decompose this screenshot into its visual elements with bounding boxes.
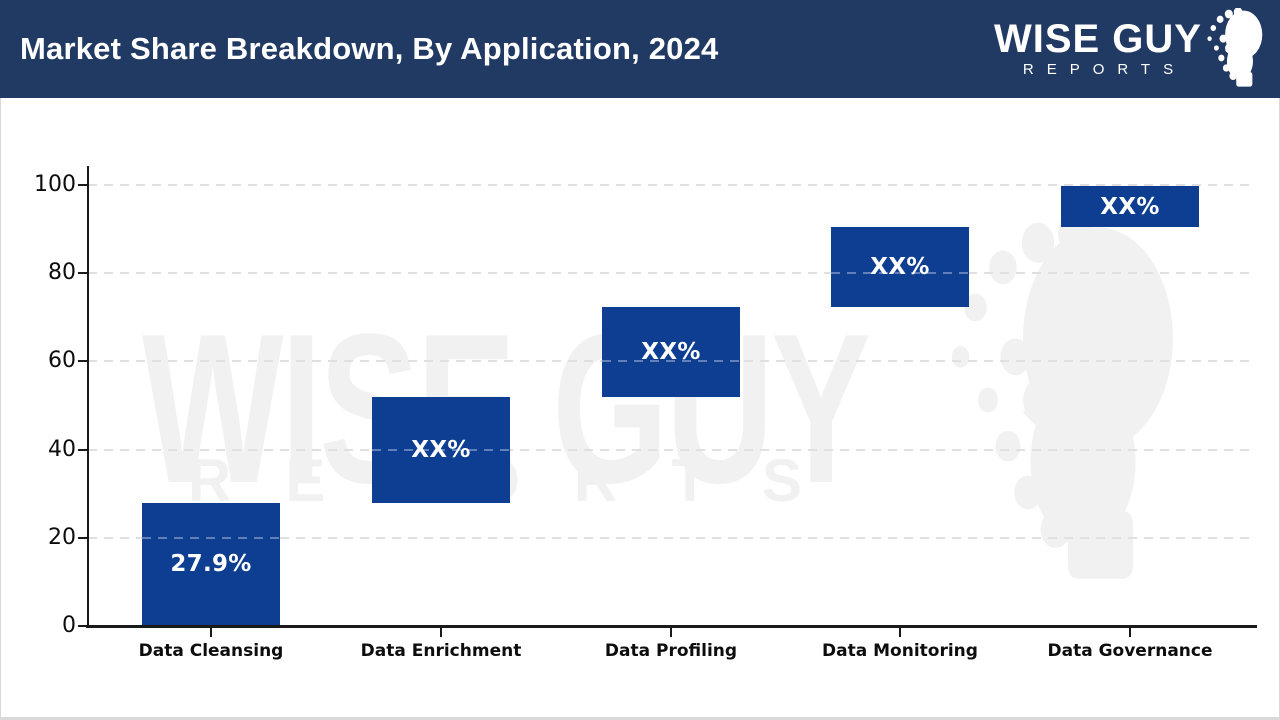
logo-wordmark: WISE GUY (993, 17, 1202, 61)
y-tick-label-80: 80 (48, 260, 76, 286)
y-tick-label-20: 20 (48, 524, 76, 550)
bar-value-label-1: XX% (411, 437, 471, 464)
x-category-label-3: Data Monitoring (822, 641, 978, 661)
y-axis-tick-20 (78, 536, 87, 539)
x-category-label-0: Data Cleansing (138, 641, 284, 661)
bar-1: XX% (372, 397, 510, 503)
y-tick-label-40: 40 (48, 436, 76, 462)
grid-line-80 (88, 272, 1255, 275)
y-tick-label-0: 0 (62, 613, 76, 638)
y-axis-tick-60 (78, 360, 87, 363)
bar-0: 27.9% (142, 502, 280, 626)
grid-overlay-1-40 (372, 448, 510, 451)
x-category-label-1: Data Enrichment (360, 641, 522, 661)
y-axis-tick-40 (78, 448, 87, 451)
y-axis-tick-80 (78, 272, 87, 275)
grid-overlay-2-60 (602, 360, 740, 363)
header-bar: Market Share Breakdown, By Application, … (0, 0, 1280, 98)
y-axis-tick-100 (78, 184, 87, 186)
bar-value-label-4: XX% (1100, 193, 1160, 220)
grid-overlay-3-80 (831, 272, 969, 275)
logo-face-icon (1204, 8, 1266, 88)
grid-overlay-0-20 (142, 536, 280, 539)
x-axis-tick-4 (1129, 628, 1131, 637)
logo-text: WISE GUY REPORTS (994, 17, 1202, 79)
x-axis-tick-2 (670, 628, 672, 637)
bar-4: XX% (1061, 186, 1199, 228)
x-axis-line (86, 625, 1257, 628)
bar-2: XX% (602, 307, 740, 398)
chart-title: Market Share Breakdown, By Application, … (20, 31, 719, 66)
bar-3: XX% (831, 227, 969, 308)
y-axis-line (87, 166, 89, 628)
bar-value-label-0: 27.9% (170, 551, 252, 578)
y-tick-label-100: 100 (34, 172, 76, 197)
grid-line-20 (88, 536, 1255, 539)
x-axis-tick-3 (899, 628, 901, 637)
x-category-label-2: Data Profiling (604, 641, 738, 661)
grid-line-40 (88, 448, 1255, 451)
y-axis-tick-0 (78, 625, 87, 627)
bar-value-label-2: XX% (641, 339, 701, 366)
x-axis-tick-1 (440, 628, 442, 637)
grid-line-100 (88, 184, 1255, 186)
bar-value-label-3: XX% (870, 254, 930, 281)
wise-guy-logo: WISE GUY REPORTS (994, 8, 1266, 88)
x-category-label-4: Data Governance (1047, 641, 1213, 661)
logo-subtitle: REPORTS (1022, 61, 1187, 78)
x-axis-tick-0 (210, 628, 212, 637)
y-tick-label-60: 60 (48, 348, 76, 374)
